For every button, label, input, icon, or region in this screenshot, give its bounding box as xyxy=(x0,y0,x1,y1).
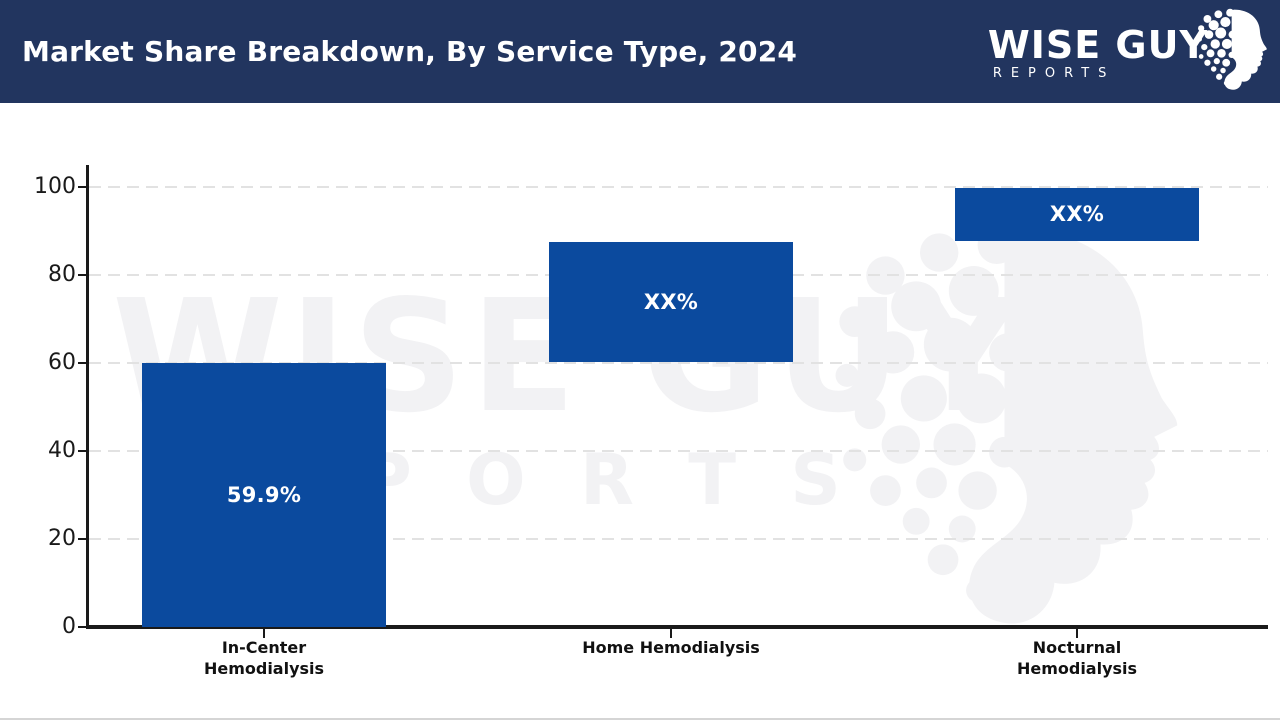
y-tick-0 xyxy=(78,626,86,628)
x-tick-1 xyxy=(670,629,672,638)
bar-value-label: 59.9% xyxy=(226,483,302,508)
gridline-100 xyxy=(89,186,1268,188)
logo-text: WISE GUY REPORTS xyxy=(988,25,1208,82)
x-axis-label-home-hemodialysis: Home Hemodialysis xyxy=(551,637,791,658)
bar-in-center-hemodialysis: 59.9% xyxy=(142,363,386,627)
gridline-20 xyxy=(89,538,1268,540)
y-tick-label-0: 0 xyxy=(62,614,76,639)
logo-subtitle: REPORTS xyxy=(992,65,1116,81)
y-tick-20 xyxy=(78,538,86,540)
y-tick-label-40: 40 xyxy=(48,438,76,463)
x-tick-0 xyxy=(263,629,265,638)
dotted-head-icon xyxy=(1197,8,1267,90)
x-label-line: Home Hemodialysis xyxy=(582,638,760,657)
y-tick-label-60: 60 xyxy=(48,350,76,375)
y-tick-60 xyxy=(78,362,86,364)
y-tick-40 xyxy=(78,450,86,452)
header-bar: Market Share Breakdown, By Service Type,… xyxy=(0,0,1280,103)
bar-value-label: XX% xyxy=(1049,202,1105,227)
bar-home-hemodialysis: XX% xyxy=(549,242,793,363)
y-tick-80 xyxy=(78,274,86,276)
chart-title: Market Share Breakdown, By Service Type,… xyxy=(22,35,798,68)
y-tick-label-20: 20 xyxy=(48,526,76,551)
x-label-line: Nocturnal xyxy=(1032,638,1122,657)
x-tick-2 xyxy=(1076,629,1078,638)
y-tick-label-80: 80 xyxy=(48,262,76,287)
bar-nocturnal-hemodialysis: XX% xyxy=(955,187,1199,242)
bar-value-label: XX% xyxy=(643,290,699,315)
y-tick-label-100: 100 xyxy=(34,174,76,199)
wise-guy-reports-logo: WISE GUY REPORTS xyxy=(988,6,1274,98)
logo-wordmark: WISE GUY xyxy=(987,22,1208,67)
gridline-40 xyxy=(89,450,1268,452)
x-label-line: Hemodialysis xyxy=(1016,659,1138,678)
x-axis-label-in-center-hemodialysis: In-Center Hemodialysis xyxy=(144,637,384,679)
chart-area: WISE GUY R E P O R T S 0 20 40 60 80 100 59.9… xyxy=(0,103,1280,718)
watermark-head-icon xyxy=(835,225,1178,624)
x-axis-label-nocturnal-hemodialysis: Nocturnal Hemodialysis xyxy=(957,637,1197,679)
gridline-60 xyxy=(89,362,1268,364)
y-tick-100 xyxy=(78,186,86,188)
x-axis-line xyxy=(86,625,1268,629)
y-axis-line xyxy=(86,165,89,629)
x-label-line: In-Center xyxy=(221,638,307,657)
x-label-line: Hemodialysis xyxy=(203,659,325,678)
